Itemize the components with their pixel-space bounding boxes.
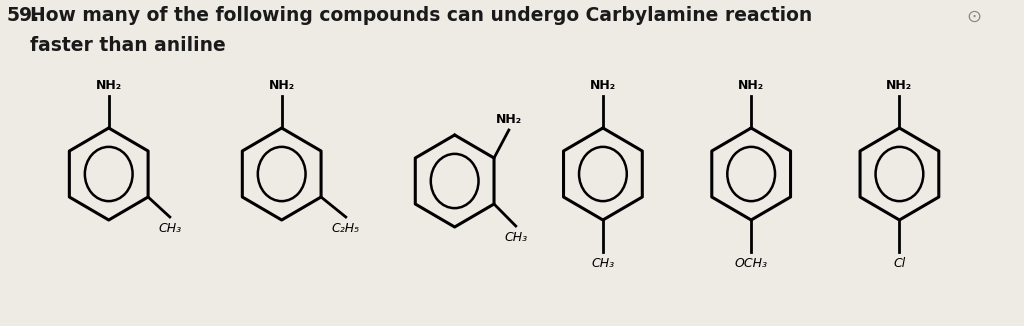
Text: 59.: 59. [7, 6, 40, 25]
Text: ⊙: ⊙ [966, 8, 981, 26]
Text: C₂H₅: C₂H₅ [332, 222, 359, 235]
Text: CH₃: CH₃ [159, 222, 181, 235]
Text: NH₂: NH₂ [268, 79, 295, 92]
Text: NH₂: NH₂ [590, 79, 616, 92]
Text: NH₂: NH₂ [496, 113, 522, 126]
Text: NH₂: NH₂ [738, 79, 764, 92]
Text: Cl: Cl [893, 257, 905, 270]
Text: OCH₃: OCH₃ [734, 257, 768, 270]
Text: CH₃: CH₃ [591, 257, 614, 270]
Text: How many of the following compounds can undergo Carbylamine reaction: How many of the following compounds can … [30, 6, 812, 25]
Text: NH₂: NH₂ [95, 79, 122, 92]
Text: faster than aniline: faster than aniline [30, 36, 225, 55]
Text: CH₃: CH₃ [504, 231, 527, 244]
Text: NH₂: NH₂ [887, 79, 912, 92]
